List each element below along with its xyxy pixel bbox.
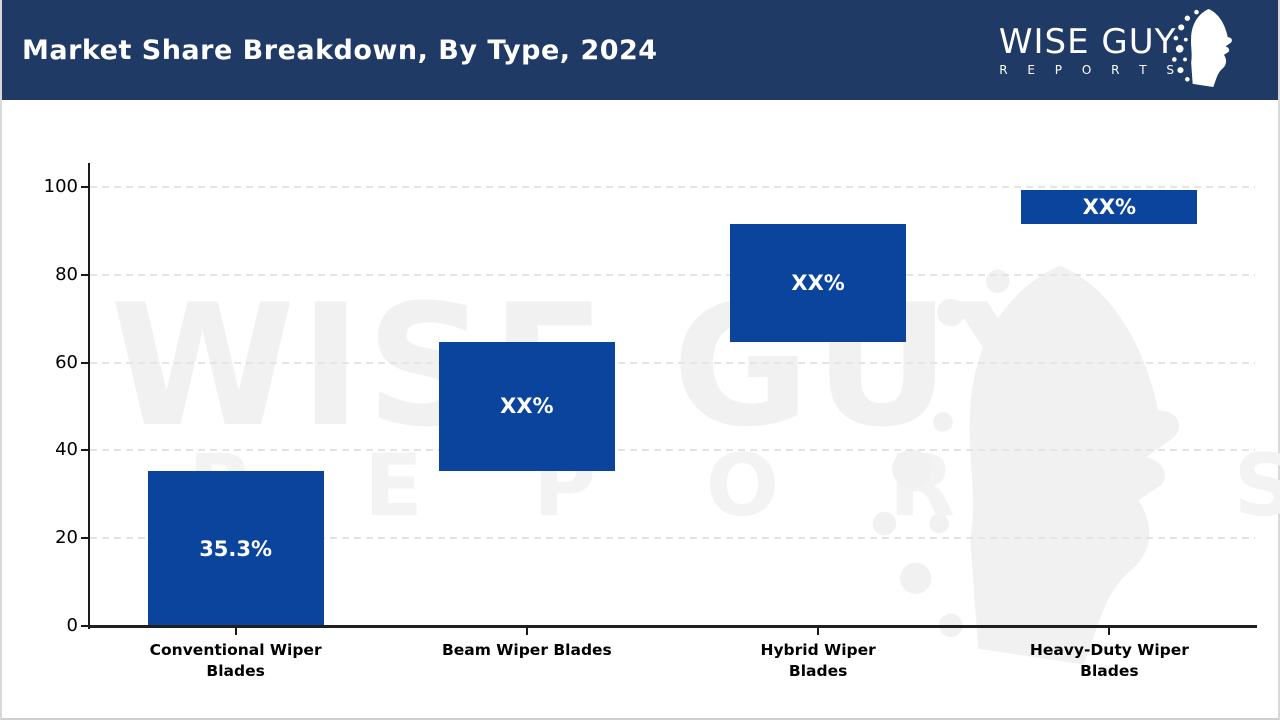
category-label-line: Blades <box>788 661 848 680</box>
y-axis-tick-mark <box>81 625 89 627</box>
y-axis-tick-label: 80 <box>55 263 78 285</box>
category-label-line: Hybrid Wiper <box>760 641 876 659</box>
face-profile-icon <box>1168 6 1254 94</box>
y-axis-tick-mark <box>81 361 89 364</box>
gridline-y40 <box>90 449 1255 452</box>
gridline-y100 <box>90 186 1255 188</box>
gridline-y20 <box>90 537 1255 540</box>
y-axis-tick-mark <box>81 537 89 540</box>
x-axis-tick-mark <box>525 628 528 635</box>
bar-hybrid-wiper-blades: XX% <box>730 223 907 342</box>
y-axis-tick-label: 0 <box>66 615 78 636</box>
category-label-line: Conventional Wiper <box>149 641 322 659</box>
category-label-beam-wiper-blades: Beam Wiper Blades <box>417 640 637 661</box>
chart-plot-area: 0 20 40 60 80 100 35.3% Conventional Wiper Blade… <box>2 100 1280 720</box>
x-axis-tick-mark <box>1108 628 1111 635</box>
bar-value-label: XX% <box>791 270 845 295</box>
x-axis-tick-mark <box>817 628 820 635</box>
gridline-y60 <box>90 361 1255 364</box>
bar-value-label: XX% <box>1082 194 1137 219</box>
y-axis-line <box>88 163 90 629</box>
category-label-hybrid-wiper-blades: Hybrid Wiper Blades <box>708 640 928 682</box>
y-axis-tick-label: 100 <box>43 176 78 197</box>
y-axis-tick-mark <box>81 449 89 452</box>
category-label-line: Beam Wiper Blades <box>441 641 612 659</box>
y-axis-tick-mark <box>81 186 89 188</box>
wise-guy-reports-logo: WISE GUY R E P O R T S <box>993 6 1254 94</box>
bar-conventional-wiper-blades: 35.3% <box>147 471 324 626</box>
category-label-heavy-duty-wiper-blades: Heavy-Duty Wiper Blades <box>999 640 1219 682</box>
logo-text: WISE GUY R E P O R T S <box>993 25 1182 76</box>
bar-beam-wiper-blades: XX% <box>438 341 615 472</box>
bar-heavy-duty-wiper-blades: XX% <box>1021 190 1198 224</box>
y-axis-tick-mark <box>81 273 89 276</box>
logo-subtitle: R E P O R T S <box>999 62 1182 77</box>
x-axis-tick-mark <box>234 628 237 635</box>
y-axis-tick-label: 60 <box>55 351 78 373</box>
logo-wordmark: WISE GUY <box>998 21 1177 62</box>
category-label-conventional-wiper-blades: Conventional Wiper Blades <box>126 640 346 682</box>
x-axis-line <box>88 625 1257 628</box>
gridline-y80 <box>90 273 1255 276</box>
bar-value-label: XX% <box>500 394 554 419</box>
y-axis-tick-label: 40 <box>55 439 78 461</box>
category-label-line: Blades <box>1080 661 1139 680</box>
page-title: Market Share Breakdown, By Type, 2024 <box>22 34 658 66</box>
category-label-line: Heavy-Duty Wiper <box>1029 641 1189 659</box>
header-bar: Market Share Breakdown, By Type, 2024 WI… <box>2 0 1278 100</box>
category-label-line: Blades <box>206 661 265 680</box>
y-axis-tick-label: 20 <box>55 527 78 549</box>
bar-value-label: 35.3% <box>199 536 273 561</box>
